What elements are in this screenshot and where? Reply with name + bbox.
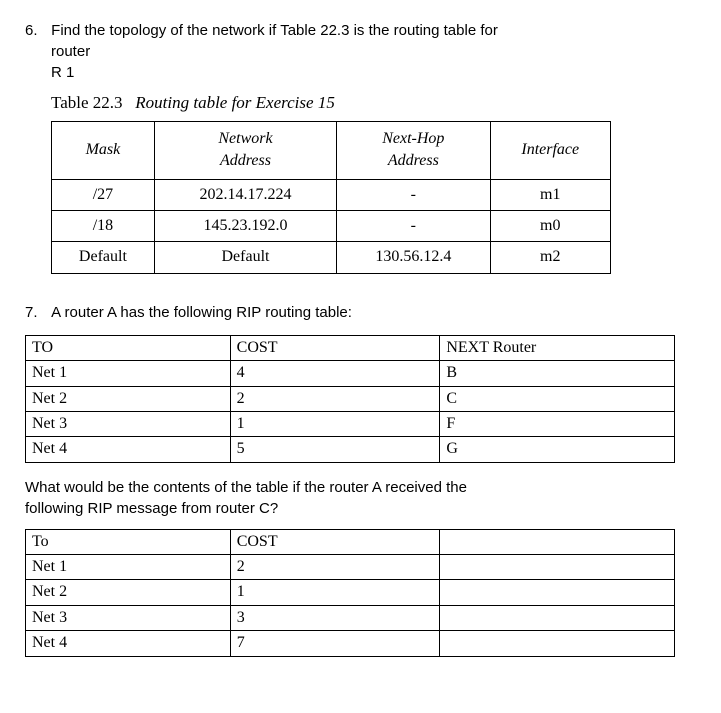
question-text-line: router: [51, 41, 696, 62]
question-text-line: R 1: [51, 62, 696, 83]
table-cell: 7: [230, 631, 440, 656]
table-cell: Net 1: [26, 361, 231, 386]
table-cell: C: [440, 386, 675, 411]
table-cell: Net 4: [26, 631, 231, 656]
question-text: A router A has the following RIP routing…: [51, 302, 692, 323]
table-row: Net 2 1: [26, 580, 675, 605]
table-header: Next-HopAddress: [337, 121, 490, 179]
table-row: Net 4 5 G: [26, 437, 675, 462]
table-row: Net 1 4 B: [26, 361, 675, 386]
table-cell: -: [337, 179, 490, 210]
text-line: following RIP message from router C?: [25, 498, 696, 519]
table-row: Net 3 3: [26, 605, 675, 630]
table-cell: 202.14.17.224: [154, 179, 336, 210]
table-cell: m0: [490, 210, 610, 241]
table-cell: 145.23.192.0: [154, 210, 336, 241]
caption-label: Table 22.3: [51, 93, 123, 112]
table-cell: Net 2: [26, 580, 231, 605]
table-cell: 130.56.12.4: [337, 242, 490, 273]
routing-table: Mask NetworkAddress Next-HopAddress Inte…: [51, 121, 611, 274]
table-cell: 1: [230, 580, 440, 605]
table-cell: Net 2: [26, 386, 231, 411]
table-cell: [440, 555, 675, 580]
question-text-mid: What would be the contents of the table …: [25, 477, 696, 519]
table-cell: /27: [52, 179, 155, 210]
table-cell: [440, 580, 675, 605]
table-cell: 1: [230, 411, 440, 436]
table-cell: 3: [230, 605, 440, 630]
table-cell: [440, 631, 675, 656]
table-row: /18 145.23.192.0 - m0: [52, 210, 611, 241]
table-header: COST: [230, 335, 440, 360]
table-caption: Table 22.3 Routing table for Exercise 15: [51, 91, 696, 115]
table-cell: Default: [52, 242, 155, 273]
table-header: [440, 529, 675, 554]
table-cell: B: [440, 361, 675, 386]
table-cell: Net 3: [26, 605, 231, 630]
table-cell: Net 4: [26, 437, 231, 462]
rip-message-table: To COST Net 1 2 Net 2 1 Net 3 3 Ne: [25, 529, 675, 657]
table-row: Net 4 7: [26, 631, 675, 656]
question-text-line: Find the topology of the network if Tabl…: [51, 20, 692, 41]
table-cell: Net 3: [26, 411, 231, 436]
table-header: COST: [230, 529, 440, 554]
table-row: /27 202.14.17.224 - m1: [52, 179, 611, 210]
question-7: 7. A router A has the following RIP rout…: [25, 302, 696, 657]
table-cell: /18: [52, 210, 155, 241]
caption-title: Routing table for Exercise 15: [135, 93, 335, 112]
question-6: 6. Find the topology of the network if T…: [25, 20, 696, 274]
table-cell: Net 1: [26, 555, 231, 580]
table-header: Interface: [490, 121, 610, 179]
table-row: Default Default 130.56.12.4 m2: [52, 242, 611, 273]
table-cell: 2: [230, 555, 440, 580]
table-cell: m2: [490, 242, 610, 273]
table-cell: 2: [230, 386, 440, 411]
table-header: NEXT Router: [440, 335, 675, 360]
table-cell: 5: [230, 437, 440, 462]
table-header: Mask: [52, 121, 155, 179]
table-row: Net 2 2 C: [26, 386, 675, 411]
table-header: To: [26, 529, 231, 554]
table-header: NetworkAddress: [154, 121, 336, 179]
table-header: TO: [26, 335, 231, 360]
text-line: What would be the contents of the table …: [25, 477, 696, 498]
question-number: 6.: [25, 20, 47, 41]
table-cell: F: [440, 411, 675, 436]
table-cell: G: [440, 437, 675, 462]
table-cell: -: [337, 210, 490, 241]
table-cell: m1: [490, 179, 610, 210]
table-cell: 4: [230, 361, 440, 386]
table-cell: [440, 605, 675, 630]
rip-table-a: TO COST NEXT Router Net 1 4 B Net 2 2 C …: [25, 335, 675, 463]
table-row: Net 3 1 F: [26, 411, 675, 436]
table-row: Net 1 2: [26, 555, 675, 580]
question-number: 7.: [25, 302, 47, 323]
table-cell: Default: [154, 242, 336, 273]
